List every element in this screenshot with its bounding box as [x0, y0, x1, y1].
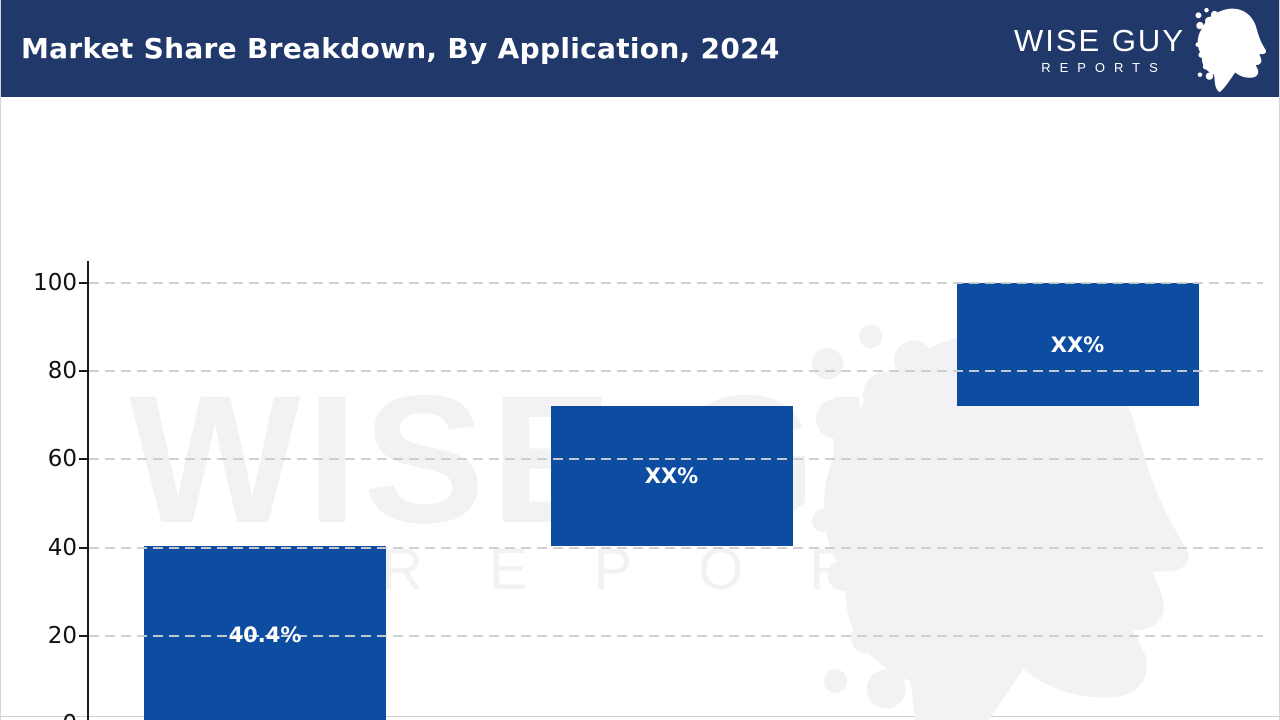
bottom-border-line	[1, 716, 1279, 717]
y-tick-label: 40	[47, 534, 77, 561]
gridline	[89, 282, 1263, 284]
y-tick-mark	[79, 458, 87, 461]
bar-segment	[956, 283, 1199, 407]
y-axis-line	[87, 261, 89, 720]
wise-guy-reports-logo: WISE GUY REPORTS	[1014, 0, 1273, 97]
logo-subtitle: REPORTS	[1041, 59, 1167, 75]
y-tick-mark	[79, 634, 87, 637]
y-tick-label: 0	[7, 711, 77, 720]
bar-value-label: XX%	[644, 464, 699, 489]
bar-segment	[550, 406, 793, 546]
logo-head-profile-icon	[1195, 7, 1267, 92]
y-tick-label: 20	[47, 622, 77, 649]
gridline	[89, 458, 1263, 461]
page-title: Market Share Breakdown, By Application, …	[21, 32, 780, 65]
y-tick-mark	[79, 546, 87, 549]
header-bar: Market Share Breakdown, By Application, …	[1, 0, 1279, 97]
y-tick-label: 100	[33, 270, 77, 296]
chart-area: WISE GUY REPORTS 02040608010040.4%XX%XX%…	[1, 97, 1279, 720]
bar-value-label: XX%	[1050, 332, 1105, 357]
y-tick-mark	[79, 370, 87, 373]
gridline	[89, 370, 1263, 373]
y-tick-mark	[79, 282, 87, 284]
logo-text: WISE GUY REPORTS	[1014, 23, 1185, 75]
gridline	[89, 634, 1263, 637]
bar-segment	[144, 545, 386, 720]
logo-wordmark: WISE GUY	[1013, 22, 1185, 58]
y-tick-label: 80	[47, 358, 77, 385]
y-tick-label: 60	[47, 446, 77, 473]
gridline	[89, 546, 1263, 549]
bar-value-label: 40.4%	[228, 622, 302, 647]
